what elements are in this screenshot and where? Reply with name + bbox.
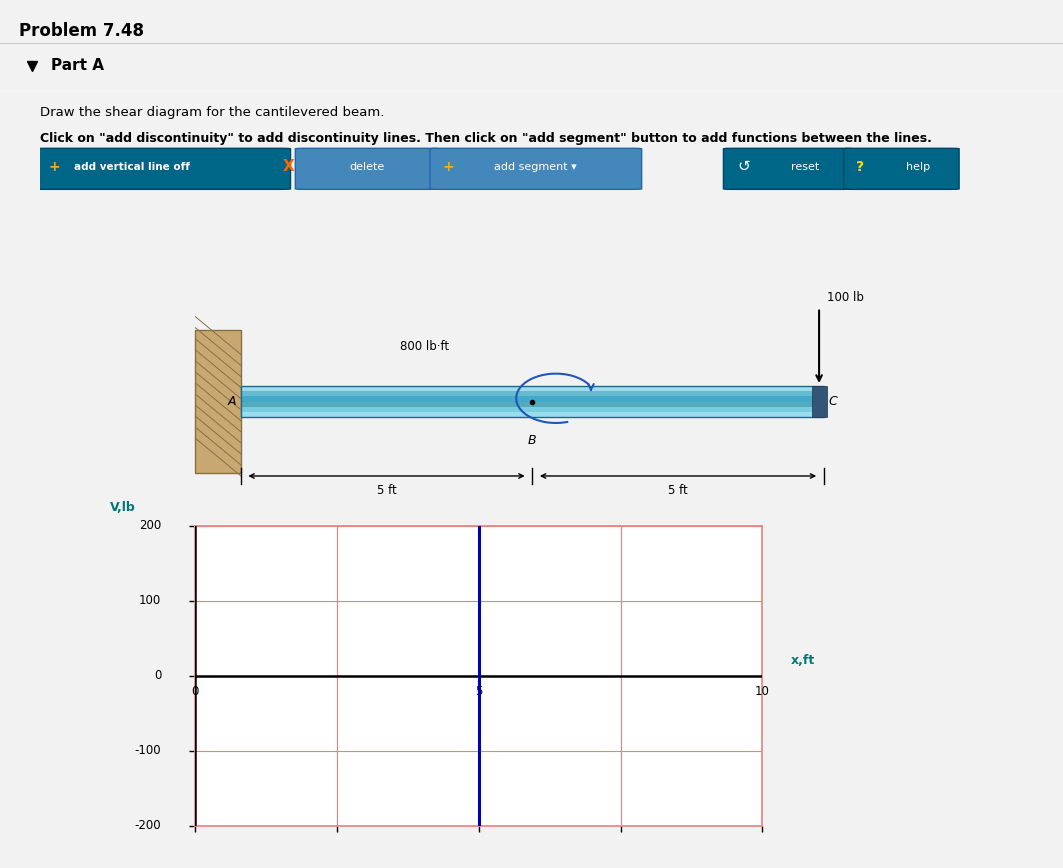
Text: 100: 100 bbox=[139, 595, 162, 607]
Text: add vertical line off: add vertical line off bbox=[74, 162, 190, 172]
Bar bbox=[240, 386, 824, 418]
Text: 0: 0 bbox=[154, 669, 162, 682]
Text: help: help bbox=[906, 162, 930, 172]
Text: Click on "add discontinuity" to add discontinuity lines. Then click on "add segm: Click on "add discontinuity" to add disc… bbox=[40, 132, 932, 145]
Text: -200: -200 bbox=[135, 819, 162, 832]
Text: ?: ? bbox=[856, 160, 864, 174]
Text: 5: 5 bbox=[475, 686, 483, 699]
Text: add segment ▾: add segment ▾ bbox=[494, 162, 577, 172]
Text: A: A bbox=[227, 395, 236, 408]
FancyBboxPatch shape bbox=[35, 148, 290, 189]
Text: Problem 7.48: Problem 7.48 bbox=[19, 22, 145, 40]
Text: Draw the shear diagram for the cantilevered beam.: Draw the shear diagram for the cantileve… bbox=[40, 106, 385, 119]
Text: 5 ft: 5 ft bbox=[376, 483, 396, 496]
Text: delete: delete bbox=[350, 162, 385, 172]
Bar bbox=[196, 330, 240, 473]
Text: +: + bbox=[442, 160, 454, 174]
Text: B: B bbox=[527, 433, 536, 446]
FancyBboxPatch shape bbox=[431, 148, 642, 189]
Bar bbox=[240, 407, 824, 412]
Text: ↺: ↺ bbox=[737, 160, 749, 174]
Bar bbox=[812, 386, 827, 418]
Text: Part A: Part A bbox=[51, 58, 104, 74]
Text: X: X bbox=[283, 160, 294, 174]
Bar bbox=[240, 412, 824, 418]
Text: 100 lb: 100 lb bbox=[827, 292, 863, 305]
Text: 800 lb·ft: 800 lb·ft bbox=[400, 340, 449, 353]
Text: x,ft: x,ft bbox=[791, 654, 815, 667]
Text: 5 ft: 5 ft bbox=[669, 483, 688, 496]
Text: reset: reset bbox=[791, 162, 820, 172]
Bar bbox=[240, 386, 824, 391]
Text: V,lb: V,lb bbox=[111, 502, 136, 515]
Bar bbox=[240, 402, 824, 407]
Text: 0: 0 bbox=[191, 686, 199, 699]
Text: 200: 200 bbox=[139, 519, 162, 532]
FancyBboxPatch shape bbox=[724, 148, 854, 189]
Text: 10: 10 bbox=[755, 686, 770, 699]
FancyBboxPatch shape bbox=[296, 148, 440, 189]
Bar bbox=[240, 397, 824, 402]
Text: +: + bbox=[48, 160, 60, 174]
Text: C: C bbox=[828, 395, 838, 408]
Bar bbox=[240, 391, 824, 397]
FancyBboxPatch shape bbox=[844, 148, 959, 189]
Text: -100: -100 bbox=[135, 744, 162, 757]
